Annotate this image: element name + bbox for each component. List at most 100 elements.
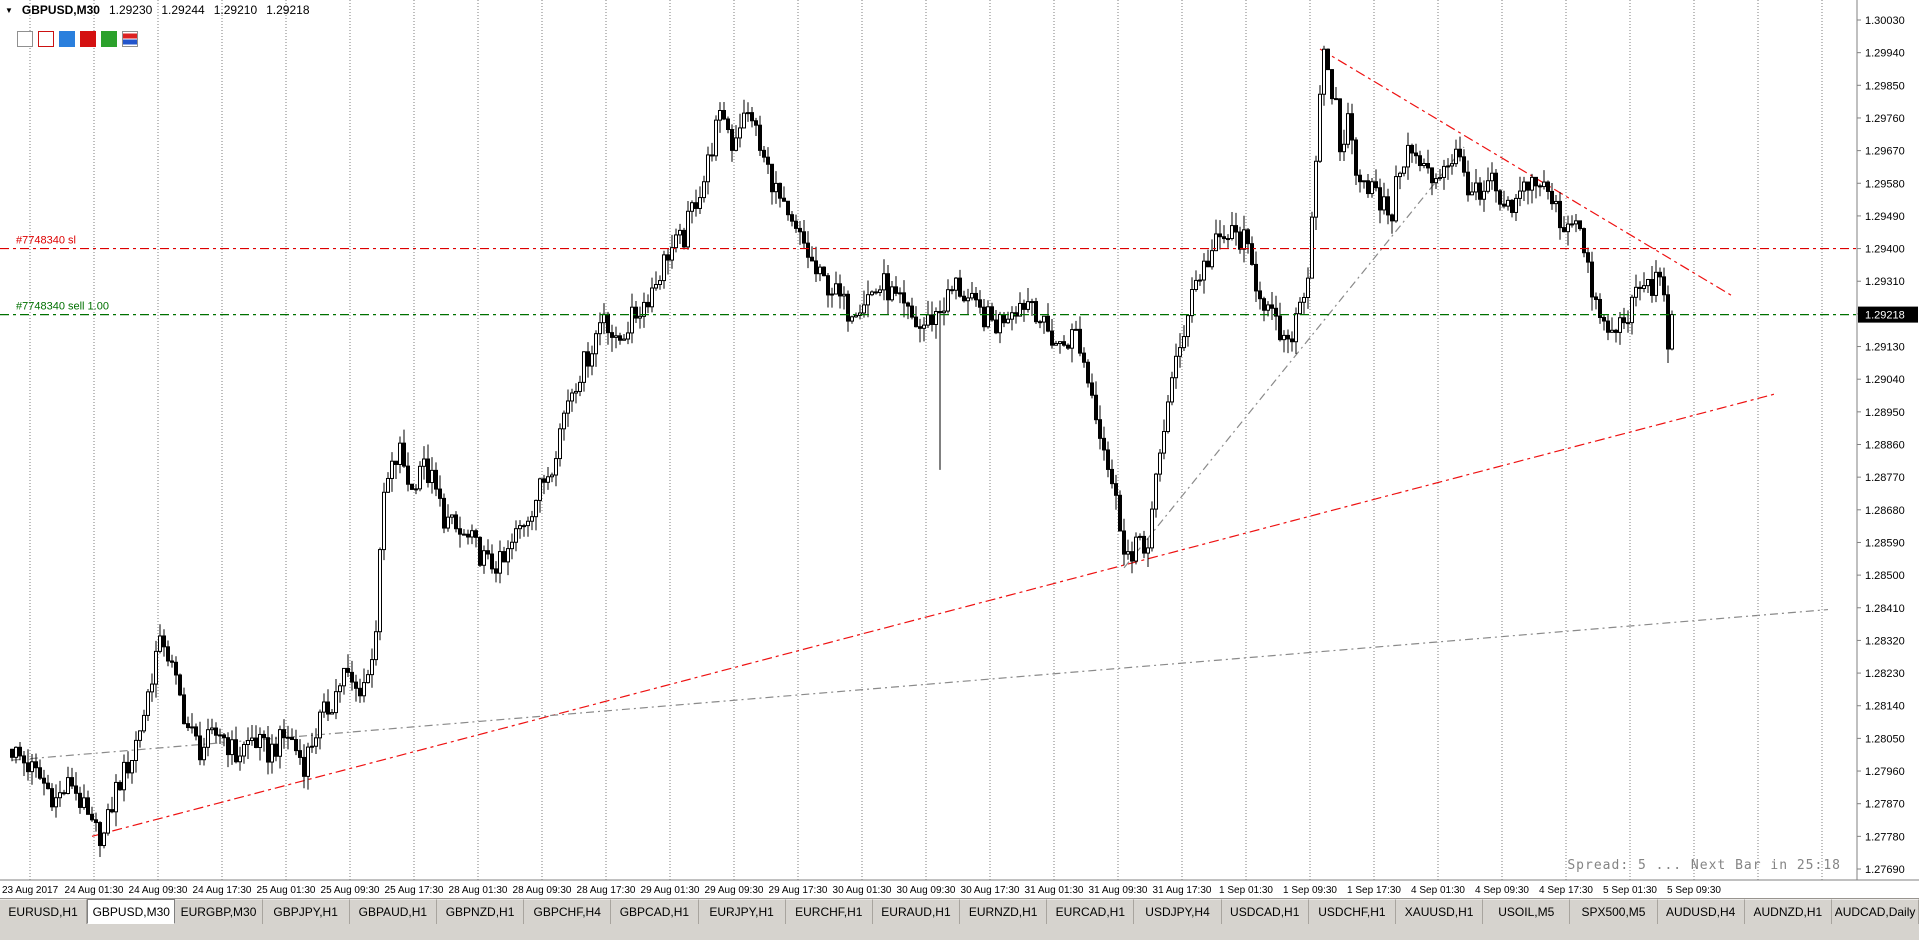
price-label: 1.27960: [1865, 766, 1905, 778]
red-square-button[interactable]: [80, 31, 96, 47]
time-label: 4 Sep 01:30: [1411, 885, 1465, 896]
chart-tab-usoil-m5[interactable]: USOIL,M5: [1483, 899, 1571, 924]
price-label: 1.28320: [1865, 635, 1905, 647]
chart-tab-gbpusd-m30[interactable]: GBPUSD,M30: [87, 899, 176, 924]
price-label: 1.28590: [1865, 537, 1905, 549]
price-label: 1.29130: [1865, 342, 1905, 354]
chart-tab-usdcad-h1[interactable]: USDCAD,H1: [1221, 899, 1309, 924]
time-label: 30 Aug 17:30: [961, 885, 1020, 896]
chart-tab-eurgbp-m30[interactable]: EURGBP,M30: [175, 899, 263, 924]
green-square-button[interactable]: [101, 31, 117, 47]
price-label: 1.28950: [1865, 407, 1905, 419]
ohlc-high: 1.29244: [161, 3, 205, 17]
chart-menu-arrow-icon[interactable]: ▼: [5, 6, 13, 15]
price-label: 1.29580: [1865, 178, 1905, 190]
price-label: 1.28140: [1865, 701, 1905, 713]
candlesticks: [10, 45, 1674, 857]
chart-object-buttons: [17, 31, 138, 47]
chart-title: ▼ GBPUSD,M30 1.29230 1.29244 1.29210 1.2…: [5, 3, 310, 17]
red-outline-square-button[interactable]: [38, 31, 54, 47]
price-label: 1.30030: [1865, 15, 1905, 27]
time-label: 31 Aug 09:30: [1089, 885, 1148, 896]
price-label: 1.28050: [1865, 733, 1905, 745]
chart-tab-gbpaud-h1[interactable]: GBPAUD,H1: [349, 899, 437, 924]
price-axis[interactable]: 1.30030 1.29940 1.29850 1.29760 1.29670 1.295…: [1857, 15, 1905, 876]
chart-tab-audcad-daily[interactable]: AUDCAD,Daily: [1831, 899, 1919, 924]
chart-tab-eurnzd-h1[interactable]: EURNZD,H1: [960, 899, 1048, 924]
time-label: 28 Aug 17:30: [577, 885, 636, 896]
price-label: 1.27870: [1865, 799, 1905, 811]
time-label: 24 Aug 01:30: [65, 885, 124, 896]
chart-tab-bar: EURUSD,H1 GBPUSD,M30 EURGBP,M30 GBPJPY,H1 GB…: [0, 898, 1919, 940]
current-price-label: 1.29218: [1865, 310, 1905, 322]
chart-tab-usdjpy-h4[interactable]: USDJPY,H4: [1134, 899, 1222, 924]
chart-tab-euraud-h1[interactable]: EURAUD,H1: [872, 899, 961, 924]
time-label: 25 Aug 01:30: [257, 885, 316, 896]
chart-tab-eurusd-h1[interactable]: EURUSD,H1: [0, 899, 88, 924]
current-price-box: [1858, 306, 1918, 323]
price-label: 1.29400: [1865, 244, 1905, 256]
chart-tab-gbpchf-h4[interactable]: GBPCHF,H4: [524, 899, 612, 924]
time-label: 28 Aug 01:30: [449, 885, 508, 896]
time-label: 5 Sep 01:30: [1603, 885, 1657, 896]
ohlc-close: 1.29218: [266, 3, 310, 17]
chart-tab-eurjpy-h1[interactable]: EURJPY,H1: [698, 899, 786, 924]
price-label: 1.29760: [1865, 113, 1905, 125]
time-gridlines: [29, 0, 1823, 880]
time-label: 31 Aug 17:30: [1153, 885, 1212, 896]
price-label: 1.28410: [1865, 603, 1905, 615]
sell-order-line-label: #7748340 sell 1.00: [16, 301, 109, 313]
chart-tabs: EURUSD,H1 GBPUSD,M30 EURGBP,M30 GBPJPY,H1 GB…: [0, 899, 1919, 924]
price-label: 1.29940: [1865, 48, 1905, 60]
chart-tab-gbpnzd-h1[interactable]: GBPNZD,H1: [436, 899, 525, 924]
time-label: 4 Sep 17:30: [1539, 885, 1593, 896]
time-axis[interactable]: 23 Aug 2017 24 Aug 01:30 24 Aug 09:30 24 Au…: [2, 885, 1721, 896]
time-label: 1 Sep 17:30: [1347, 885, 1401, 896]
price-label: 1.29850: [1865, 80, 1905, 92]
time-label: 4 Sep 09:30: [1475, 885, 1529, 896]
chart-canvas[interactable]: #7748340 sl #7748340 sell 1.00 23 Aug 2017…: [0, 0, 1919, 898]
time-label: 1 Sep 01:30: [1219, 885, 1273, 896]
blue-square-button[interactable]: [59, 31, 75, 47]
price-label: 1.28770: [1865, 472, 1905, 484]
steep-gray-trendline[interactable]: [1123, 146, 1465, 569]
price-label: 1.29040: [1865, 374, 1905, 386]
time-label: 29 Aug 01:30: [641, 885, 700, 896]
chart-tab-eurchf-h1[interactable]: EURCHF,H1: [785, 899, 873, 924]
chart-tab-gbpcad-h1[interactable]: GBPCAD,H1: [611, 899, 699, 924]
chart-tab-xauusd-h1[interactable]: XAUUSD,H1: [1396, 899, 1484, 924]
spread-nextbar-status: Spread: 5 ... Next Bar in 25:18: [1567, 858, 1841, 873]
chart-tab-gbpjpy-h1[interactable]: GBPJPY,H1: [262, 899, 350, 924]
white-square-button[interactable]: [17, 31, 33, 47]
price-label: 1.28230: [1865, 668, 1905, 680]
time-label: 30 Aug 01:30: [833, 885, 892, 896]
ohlc-open: 1.29230: [108, 3, 153, 17]
time-label: 29 Aug 17:30: [769, 885, 828, 896]
chart-tab-audnzd-h1[interactable]: AUDNZD,H1: [1744, 899, 1832, 924]
time-label: 5 Sep 09:30: [1667, 885, 1721, 896]
price-label: 1.27780: [1865, 831, 1905, 843]
time-label: 29 Aug 09:30: [705, 885, 764, 896]
chart-tab-eurcad-h1[interactable]: EURCAD,H1: [1047, 899, 1135, 924]
time-label: 24 Aug 09:30: [129, 885, 188, 896]
descending-red-trendline[interactable]: [1319, 48, 1733, 297]
chart-tab-spx500-m5[interactable]: SPX500,M5: [1570, 899, 1658, 924]
time-label: 24 Aug 17:30: [193, 885, 252, 896]
price-label: 1.29310: [1865, 276, 1905, 288]
red-blue-flag-button[interactable]: [122, 31, 138, 47]
time-label: 28 Aug 09:30: [513, 885, 572, 896]
time-label: 30 Aug 09:30: [897, 885, 956, 896]
time-label: 23 Aug 2017: [2, 885, 59, 896]
price-label: 1.27690: [1865, 864, 1905, 876]
ascending-red-trendline[interactable]: [91, 393, 1777, 837]
chart-tab-usdchf-h1[interactable]: USDCHF,H1: [1308, 899, 1396, 924]
chart-symbol-period: GBPUSD,M30: [21, 3, 100, 17]
time-label: 1 Sep 09:30: [1283, 885, 1337, 896]
shallow-gray-trendline[interactable]: [11, 608, 1829, 761]
price-label: 1.28860: [1865, 440, 1905, 452]
price-label: 1.28500: [1865, 570, 1905, 582]
price-label: 1.29670: [1865, 146, 1905, 158]
chart-tab-audusd-h4[interactable]: AUDUSD,H4: [1657, 899, 1745, 924]
time-label: 25 Aug 09:30: [321, 885, 380, 896]
